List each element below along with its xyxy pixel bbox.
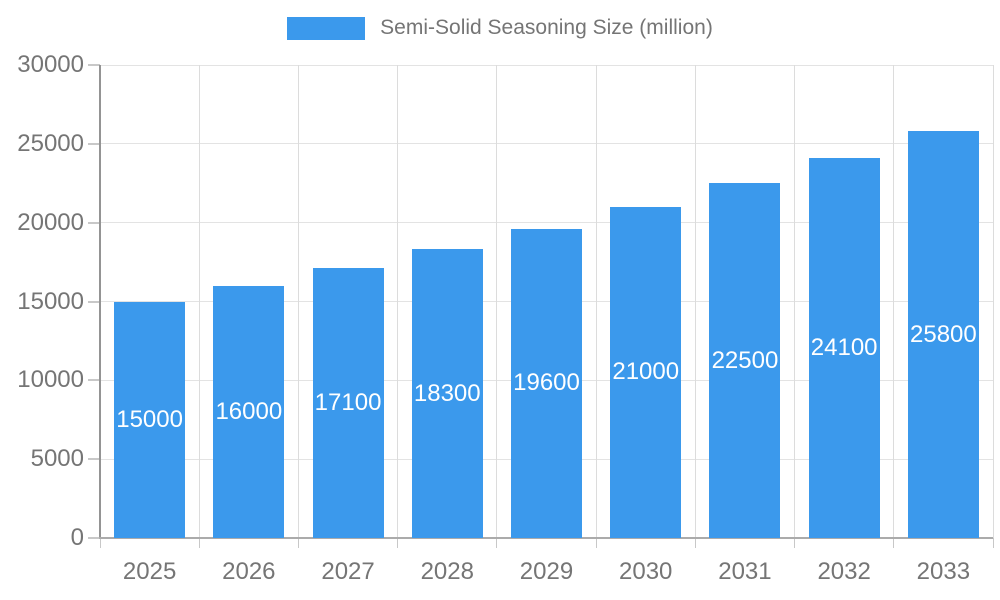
legend-swatch [287,16,366,40]
bar-value-label: 19600 [513,369,580,397]
x-gridline [198,65,200,538]
bar[interactable]: 18300 [411,249,483,538]
legend-label: Semi-Solid Seasoning Size (million) [380,16,713,39]
y-axis-label: 10000 [17,366,84,394]
y-gridline [100,222,993,224]
bar[interactable]: 21000 [610,206,682,538]
y-axis-tick [88,64,100,66]
x-gridline [595,65,597,538]
x-axis-tick [992,538,994,548]
x-axis-tick [198,538,200,548]
y-axis-label: 0 [70,524,84,551]
x-axis-label: 2030 [619,558,673,585]
bar-value-label: 25800 [910,320,977,348]
y-gridline [100,143,993,145]
x-axis-label: 2033 [916,558,971,585]
x-gridline [496,65,498,538]
bar[interactable]: 19600 [511,228,582,538]
x-axis-label: 2031 [718,558,772,585]
bar[interactable]: 16000 [213,285,285,538]
bar[interactable]: 15000 [114,301,186,538]
x-axis-tick [397,538,399,548]
x-gridline [794,65,796,538]
y-axis-tick [88,537,100,539]
x-axis-tick [99,538,101,548]
bar-value-label: 22500 [711,346,779,374]
x-gridline [992,65,994,538]
x-gridline [893,65,895,538]
bar-value-label: 21000 [612,358,680,386]
bar-value-label: 15000 [116,405,183,433]
x-gridline [297,65,299,538]
y-axis-tick [88,379,100,382]
bar-value-label: 18300 [413,379,481,407]
x-axis-tick [694,538,696,548]
y-axis-tick [88,458,100,461]
y-axis-label: 15000 [17,287,84,315]
y-axis-tick [88,300,100,303]
y-axis-label: 20000 [17,208,84,236]
bar[interactable]: 17100 [312,268,384,538]
x-axis-label: 2028 [420,558,474,585]
x-axis-tick [496,538,498,548]
x-axis-label: 2027 [321,558,375,585]
y-axis-label: 5000 [30,445,84,473]
x-gridline [694,65,696,538]
bar[interactable]: 25800 [907,131,979,538]
bar[interactable]: 24100 [808,158,880,538]
legend[interactable]: Semi-Solid Seasoning Size (million) [0,16,1000,40]
bar-value-label: 17100 [314,389,382,417]
x-axis-label: 2032 [817,558,871,585]
x-axis-tick [794,538,796,548]
y-axis-label: 30000 [17,51,84,78]
y-axis-tick [88,142,100,145]
x-axis-label: 2025 [122,558,177,585]
bar-value-label: 24100 [810,334,878,361]
bar[interactable]: 22500 [709,183,781,538]
x-axis-line [99,537,993,539]
x-axis-label: 2026 [222,558,276,585]
y-axis-tick [88,221,100,224]
x-axis-tick [595,538,597,548]
x-axis-tick [297,538,299,548]
y-axis-line [99,65,101,538]
x-axis-tick [893,538,895,548]
y-gridline [100,64,993,66]
x-axis-label: 2029 [519,558,574,585]
bar-value-label: 16000 [215,397,283,425]
x-gridline [397,65,399,538]
y-axis-label: 25000 [17,129,84,157]
